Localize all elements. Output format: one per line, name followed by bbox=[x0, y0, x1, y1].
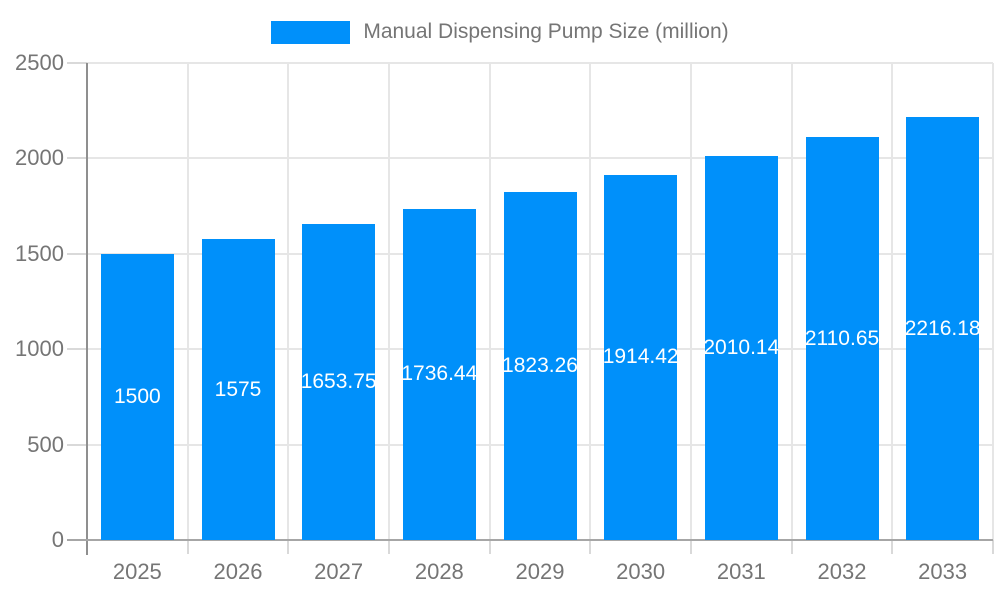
x-axis-tick bbox=[589, 540, 592, 554]
gridline-horizontal bbox=[87, 157, 993, 160]
gridline-vertical bbox=[287, 63, 290, 540]
bar-value-label: 1653.75 bbox=[300, 370, 377, 394]
gridline-vertical bbox=[992, 63, 994, 540]
x-axis-tick-label: 2032 bbox=[817, 559, 867, 584]
x-axis-tick bbox=[186, 540, 189, 554]
x-axis-tick-label: 2030 bbox=[616, 559, 666, 584]
bar-2027[interactable] bbox=[302, 224, 376, 540]
bar-value-label: 1736.44 bbox=[401, 362, 478, 386]
bar-value-label: 2110.65 bbox=[804, 326, 880, 350]
gridline-vertical bbox=[186, 63, 189, 540]
bar-value-label: 1914.42 bbox=[602, 345, 679, 369]
gridline-vertical bbox=[891, 63, 894, 540]
x-axis-tick-label: 2026 bbox=[213, 559, 263, 584]
gridline-vertical bbox=[488, 63, 491, 540]
bar-value-label: 2216.18 bbox=[904, 316, 981, 340]
bar-2032[interactable] bbox=[805, 137, 879, 540]
y-axis-tick-label: 500 bbox=[27, 431, 64, 457]
x-axis-line bbox=[70, 539, 993, 541]
x-axis-tick-label: 2033 bbox=[918, 559, 968, 584]
x-axis-tick bbox=[388, 540, 390, 554]
bar-2030[interactable] bbox=[604, 174, 678, 540]
x-axis-tick bbox=[992, 540, 994, 554]
x-axis-tick bbox=[287, 540, 290, 554]
gridline-vertical bbox=[690, 63, 692, 540]
x-axis-tick-label: 2025 bbox=[112, 559, 162, 584]
x-axis-tick bbox=[891, 540, 894, 554]
x-axis-tick-label: 2031 bbox=[716, 559, 766, 584]
x-axis-tick-label: 2028 bbox=[414, 559, 464, 584]
y-axis-tick-label: 2000 bbox=[15, 145, 64, 171]
bar-2028[interactable] bbox=[402, 208, 476, 540]
gridline-horizontal bbox=[87, 62, 993, 64]
y-axis-tick bbox=[67, 252, 87, 255]
x-axis-tick bbox=[488, 540, 491, 554]
y-axis-tick-label: 1000 bbox=[15, 336, 64, 362]
y-axis-tick-label: 0 bbox=[51, 527, 64, 552]
legend[interactable]: Manual Dispensing Pump Size (million) bbox=[0, 20, 1000, 44]
bar-2031[interactable] bbox=[704, 156, 778, 540]
y-axis-tick bbox=[67, 443, 87, 446]
y-axis-tick bbox=[67, 348, 87, 351]
bar-value-label: 1500 bbox=[113, 384, 161, 408]
bar-value-label: 1823.26 bbox=[502, 354, 578, 378]
y-axis-line bbox=[86, 63, 88, 555]
bar-value-label: 2010.14 bbox=[703, 336, 780, 360]
legend-label: Manual Dispensing Pump Size (million) bbox=[363, 20, 729, 43]
x-axis-tick-label: 2027 bbox=[314, 559, 364, 584]
bar-2033[interactable] bbox=[906, 117, 980, 540]
y-axis-tick bbox=[67, 157, 87, 160]
bar-2026[interactable] bbox=[201, 239, 275, 540]
legend-swatch bbox=[271, 20, 351, 44]
bar-2025[interactable] bbox=[100, 253, 174, 540]
gridline-vertical bbox=[790, 63, 793, 540]
y-axis-tick-label: 1500 bbox=[15, 240, 64, 266]
x-axis-tick bbox=[790, 540, 793, 554]
gridline-vertical bbox=[589, 63, 592, 540]
y-axis-tick bbox=[67, 62, 87, 64]
x-axis-tick-label: 2029 bbox=[515, 559, 565, 584]
bar-2029[interactable] bbox=[503, 192, 577, 540]
x-axis-tick bbox=[690, 540, 692, 554]
gridline-vertical bbox=[388, 63, 390, 540]
bar-value-label: 1575 bbox=[214, 377, 262, 401]
y-axis-tick-label: 2500 bbox=[15, 50, 64, 75]
